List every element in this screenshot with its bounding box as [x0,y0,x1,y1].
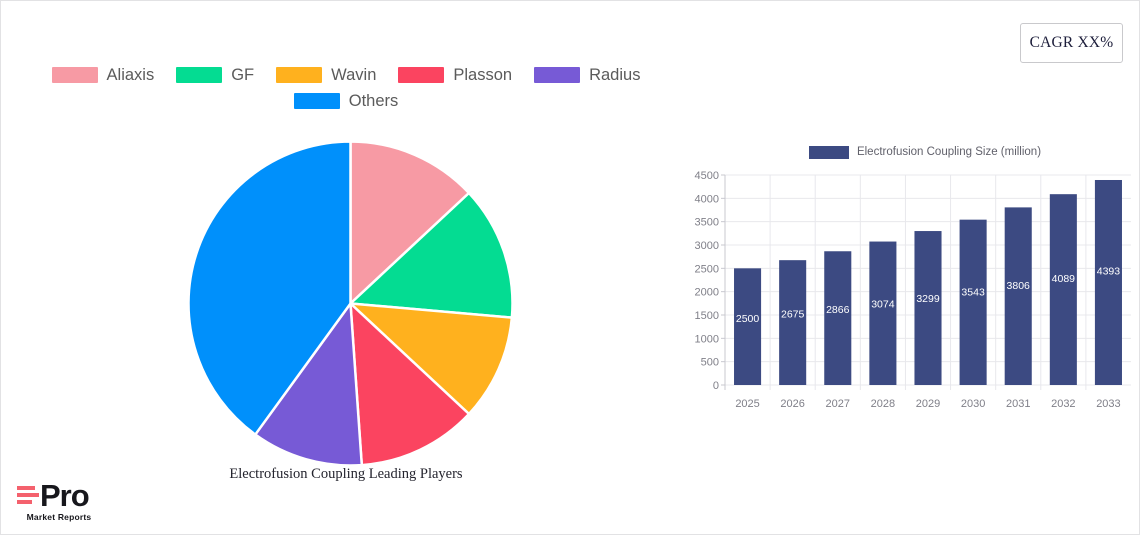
legend-item-radius[interactable]: Radius [534,67,640,84]
legend-item-aliaxis[interactable]: Aliaxis [51,66,155,84]
bar-2025[interactable] [734,268,762,385]
logo-tagline: Market Reports [26,512,92,522]
y-axis-tick-label: 2000 [695,287,719,299]
legend-label-plasson: Plasson [453,66,513,84]
bar-2032[interactable] [1049,194,1077,385]
legend-item-gf[interactable]: GF [176,67,254,84]
pie-slice-others[interactable] [188,141,352,437]
cagr-badge: CAGR XX% [1020,23,1123,63]
x-axis-tick-label: 2028 [871,398,895,410]
logo-stripes-icon [17,486,40,504]
bar-2033[interactable] [1094,179,1122,385]
bar-value-label: 3806 [1007,280,1031,292]
pie-chart-title: Electrofusion Coupling Leading Players [229,466,463,482]
x-axis-tick-label: 2025 [735,398,759,410]
pie-slice-plasson[interactable] [349,300,471,466]
pie-chart-panel: Aliaxis GF Wavin Plasson Radius [1,63,691,483]
y-axis-tick-label: 3500 [695,217,719,229]
bar-value-label: 3299 [916,293,940,305]
legend-swatch-others [293,92,340,109]
bar-y-axis: 0 500 1000 1500 2000 2500 3000 3500 4000 4500 [695,170,725,392]
pie-slice-radius[interactable] [253,299,364,466]
pie-chart [188,141,513,466]
x-axis-tick-label: 2026 [780,398,804,410]
y-axis-tick-label: 4500 [695,170,719,182]
legend-swatch-plasson [398,67,445,84]
y-axis-tick-label: 1000 [695,333,719,345]
legend-label-radius: Radius [589,66,641,84]
x-axis-tick-label: 2029 [916,398,940,410]
legend-item-plasson[interactable]: Plasson [398,67,512,84]
y-axis-tick-label: 1500 [695,310,719,322]
legend-swatch-radius [534,67,581,84]
bar-2031[interactable] [1004,207,1032,385]
legend-label-wavin: Wavin [331,66,377,84]
pie-legend: Aliaxis GF Wavin Plasson Radius [1,63,691,109]
bar-2029[interactable] [914,231,942,385]
x-axis-tick-label: 2027 [826,398,850,410]
bar-2030[interactable] [959,219,987,385]
cagr-label: CAGR XX% [1029,34,1114,51]
legend-label-others: Others [348,91,399,110]
bar-value-label: 3074 [871,299,895,311]
bar-2028[interactable] [869,241,897,385]
bar-2027[interactable] [824,251,852,385]
legend-label-aliaxis: Aliaxis [106,66,155,84]
y-axis-tick-label: 500 [701,357,719,369]
legend-label-gf: GF [231,66,255,84]
y-axis-tick-label: 0 [713,380,719,392]
bar-value-label: 2675 [781,309,805,321]
logo-name: Pro [40,477,90,513]
bar-series: 2500 2675 2866 3074 3299 3543 3806 4089 4393 [734,179,1122,385]
y-axis-tick-label: 4000 [695,193,719,205]
legend-swatch-gf [176,67,223,84]
pie-chart-svg [188,141,513,466]
bar-legend-swatch [808,145,849,159]
x-axis-tick-label: 2032 [1051,398,1075,410]
y-axis-tick-label: 3000 [695,240,719,252]
y-axis-tick-label: 2500 [695,263,719,275]
pie-slice-aliaxis[interactable] [349,141,471,307]
bar-value-label: 2866 [826,304,850,316]
bar-legend[interactable]: Electrofusion Coupling Size (million) [717,143,1133,161]
pie-slice-gf[interactable] [347,191,513,319]
pie-legend-row-2: Others [1,91,691,110]
bar-legend-label: Electrofusion Coupling Size (million) [856,146,1042,158]
logo: Pro Market Reports [17,479,101,525]
x-axis-tick-label: 2031 [1006,398,1030,410]
bar-2026[interactable] [779,260,807,385]
x-axis-tick-label: 2030 [961,398,985,410]
bar-value-label: 3543 [961,287,985,299]
bar-value-label: 2500 [736,313,760,325]
bar-chart-panel: Electrofusion Coupling Size (million) 0 5… [687,143,1133,411]
pie-legend-row-1: Aliaxis GF Wavin Plasson Radius [1,67,691,84]
legend-swatch-wavin [276,67,323,84]
bar-value-label: 4393 [1097,265,1121,277]
bar-value-label: 4089 [1052,273,1076,285]
x-axis-tick-label: 2033 [1096,398,1120,410]
pie-slice-wavin[interactable] [346,301,513,416]
legend-item-wavin[interactable]: Wavin [276,67,376,84]
bar-chart-svg: 0 500 1000 1500 2000 2500 3000 3500 4000 4500 250… [695,170,1131,410]
bar-x-axis: 2025 2026 2027 2028 2029 2030 2031 2032 2033 [735,398,1120,410]
logo-mark-and-name: Pro [17,479,101,511]
legend-swatch-aliaxis [51,67,98,84]
legend-item-others[interactable]: Others [293,91,399,110]
